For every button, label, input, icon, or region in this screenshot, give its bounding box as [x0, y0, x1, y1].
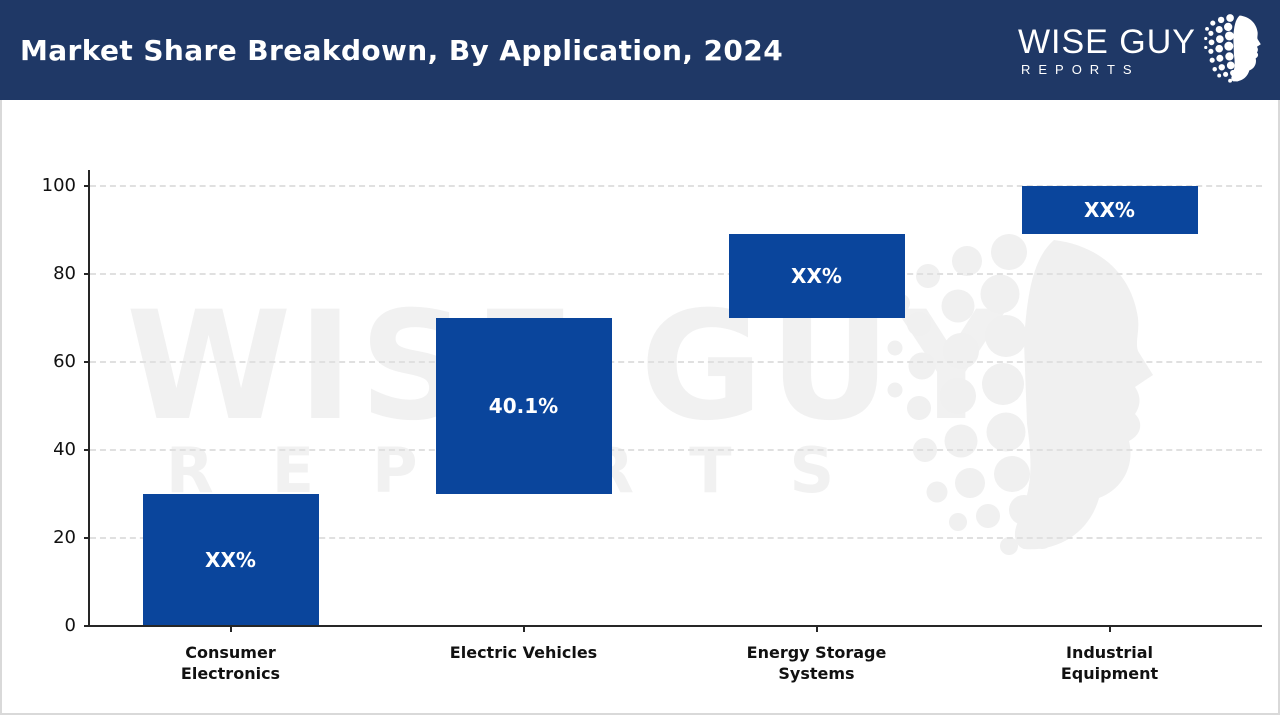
- x-tick: [522, 626, 525, 632]
- gridline-80: [90, 273, 1262, 275]
- y-tick-label: 0: [64, 615, 76, 636]
- y-tick-label: 20: [53, 527, 76, 548]
- x-tick: [815, 626, 818, 632]
- y-tick: [84, 273, 90, 275]
- bar-energy-storage-systems: XX%: [728, 234, 905, 318]
- x-tick: [229, 626, 232, 632]
- y-tick: [84, 185, 90, 187]
- x-axis-line: [88, 625, 1262, 627]
- y-tick: [84, 361, 90, 363]
- y-tick-label: 80: [53, 263, 76, 284]
- gridline-100: [90, 185, 1262, 187]
- page-title: Market Share Breakdown, By Application, …: [20, 33, 784, 67]
- bar-value-label: XX%: [1084, 198, 1135, 223]
- y-tick-label: 40: [53, 439, 76, 460]
- y-tick-label: 100: [41, 175, 76, 196]
- x-axis-label: Energy Storage Systems: [746, 643, 887, 683]
- bar-industrial-equipment: XX%: [1021, 186, 1198, 235]
- bar-electric-vehicles: 40.1%: [435, 317, 612, 494]
- wiseguy-logo: WISE GUY REPORTS: [1018, 11, 1264, 89]
- y-axis-line: [88, 170, 90, 627]
- x-axis-label: Electric Vehicles: [449, 643, 598, 662]
- bar-value-label: XX%: [791, 263, 842, 288]
- logo-subtext: REPORTS: [1020, 61, 1140, 77]
- header: Market Share Breakdown, By Application, …: [0, 0, 1280, 100]
- y-tick-label: 60: [53, 351, 76, 372]
- logo-wordmark: WISE GUY: [1017, 22, 1196, 61]
- bar-value-label: 40.1%: [488, 393, 559, 418]
- gridline-20: [90, 537, 1262, 539]
- bar-consumer-electronics: XX%: [142, 494, 319, 626]
- y-tick: [84, 537, 90, 539]
- gridline-60: [90, 361, 1262, 363]
- y-tick: [84, 449, 90, 451]
- x-tick: [1108, 626, 1111, 632]
- y-tick: [84, 625, 90, 627]
- logo-text: WISE GUY REPORTS: [1018, 25, 1196, 76]
- x-axis-label: Consumer Electronics: [180, 643, 281, 683]
- bar-value-label: XX%: [205, 548, 256, 572]
- gridline-40: [90, 449, 1262, 451]
- content-area: [0, 100, 1280, 715]
- x-axis-label: Industrial Equipment: [1060, 643, 1159, 683]
